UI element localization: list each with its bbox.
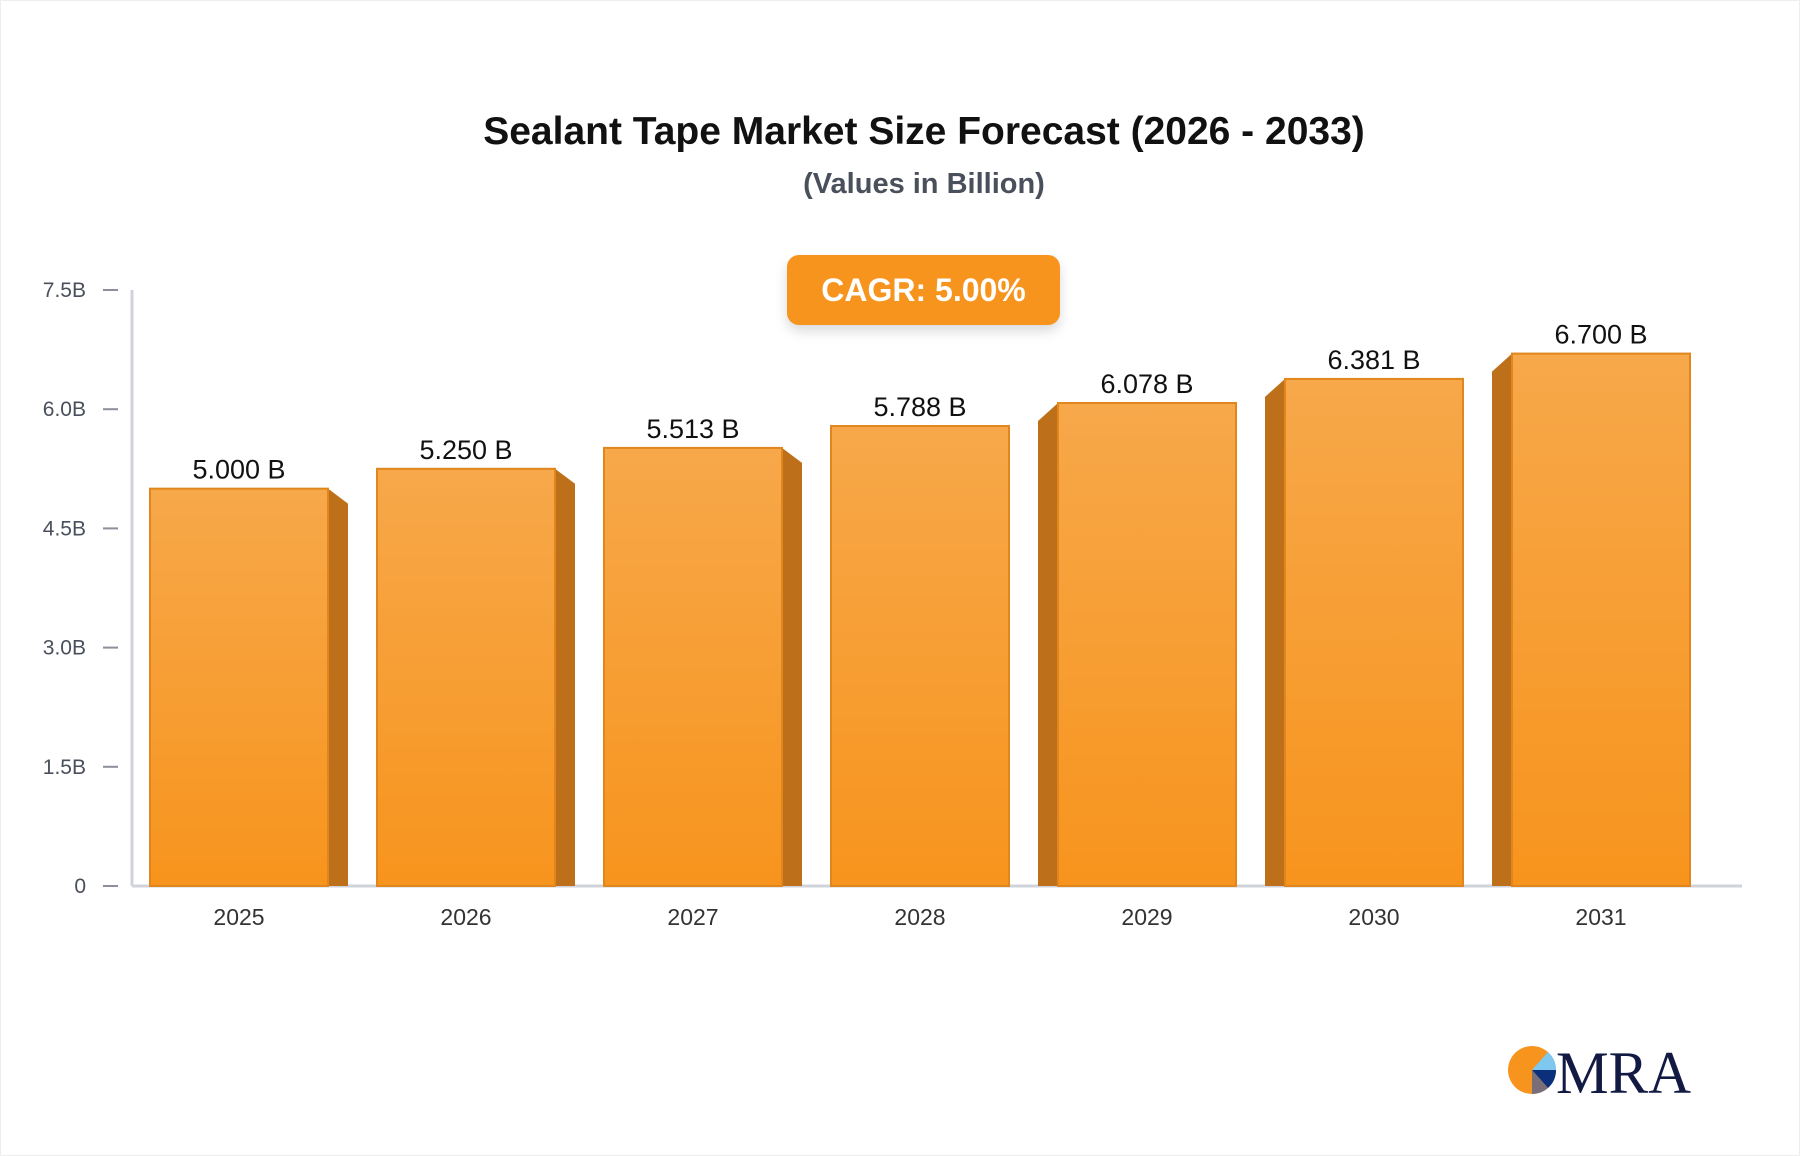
chart-subtitle: (Values in Billion): [803, 168, 1045, 200]
svg-text:MRA: MRA: [1556, 1040, 1691, 1100]
data-label: 5.000 B: [192, 455, 285, 485]
x-tick-label: 2028: [894, 904, 945, 930]
bar-side-face: [782, 447, 802, 886]
y-tick-label: 0: [74, 875, 86, 898]
bar-side-face: [1492, 353, 1512, 886]
chart-title: Sealant Tape Market Size Forecast (2026 …: [483, 110, 1365, 153]
bar-2028: [830, 425, 1010, 887]
x-tick-label: 2025: [213, 904, 264, 930]
data-label: 6.078 B: [1100, 369, 1193, 399]
x-tick-label: 2031: [1575, 904, 1626, 930]
data-label: 5.513 B: [646, 414, 739, 444]
y-tick-label: 1.5B: [43, 756, 86, 779]
data-label: 5.250 B: [419, 435, 512, 465]
bar-2030: [1284, 377, 1464, 887]
x-tick-label: 2026: [440, 904, 491, 930]
bar-2025: [149, 487, 329, 887]
y-tick-label: 3.0B: [43, 637, 86, 660]
bar-2029: [1057, 402, 1237, 887]
data-label: 5.788 B: [873, 392, 966, 422]
bar-side-face: [555, 468, 575, 886]
bar-2026: [376, 467, 556, 887]
y-tick-label: 4.5B: [43, 517, 86, 540]
data-label: 6.381 B: [1327, 345, 1420, 375]
x-tick-label: 2030: [1348, 904, 1399, 930]
y-tick-label: 6.0B: [43, 398, 86, 421]
mra-logo: MRA: [1506, 1040, 1696, 1100]
cagr-badge: CAGR: 5.00%: [787, 255, 1060, 325]
data-label: 6.700 B: [1554, 320, 1647, 350]
x-tick-label: 2027: [667, 904, 718, 930]
x-tick-label: 2029: [1121, 904, 1172, 930]
bar-side-face: [328, 488, 348, 886]
y-tick-label: 7.5B: [43, 279, 86, 302]
bar-side-face: [1038, 403, 1058, 886]
bar-2027: [603, 446, 783, 887]
bar-side-face: [1265, 378, 1285, 886]
bar-2031: [1511, 352, 1691, 888]
